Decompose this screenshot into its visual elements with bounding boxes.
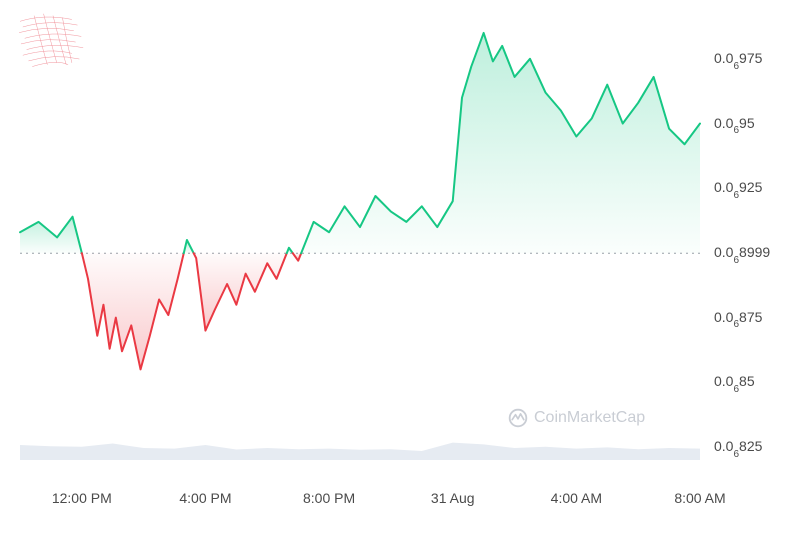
area-up (20, 217, 82, 253)
x-tick-label: 8:00 PM (303, 490, 355, 506)
watermark: CoinMarketCap (508, 408, 645, 428)
x-tick-label: 31 Aug (431, 490, 475, 506)
area-up (301, 33, 700, 253)
x-tick-label: 12:00 PM (52, 490, 112, 506)
y-tick-label: 0.068999 (714, 244, 770, 264)
y-tick-label: 0.0695 (714, 115, 755, 135)
x-tick-label: 8:00 AM (674, 490, 725, 506)
x-tick-label: 4:00 AM (551, 490, 602, 506)
price-chart[interactable]: CoinMarketCap 0.06975 0.0695 0.06925 0.0689… (0, 0, 800, 533)
y-tick-label: 0.06875 (714, 309, 762, 329)
chart-canvas (0, 0, 800, 533)
y-tick-label: 0.06925 (714, 179, 762, 199)
corner-logo (14, 10, 92, 76)
y-tick-label: 0.06825 (714, 438, 762, 458)
volume-area (20, 443, 700, 460)
watermark-text: CoinMarketCap (534, 409, 645, 427)
y-tick-label: 0.0685 (714, 373, 755, 393)
y-tick-label: 0.06975 (714, 50, 762, 70)
x-tick-label: 4:00 PM (179, 490, 231, 506)
coinmarketcap-icon (508, 408, 528, 428)
